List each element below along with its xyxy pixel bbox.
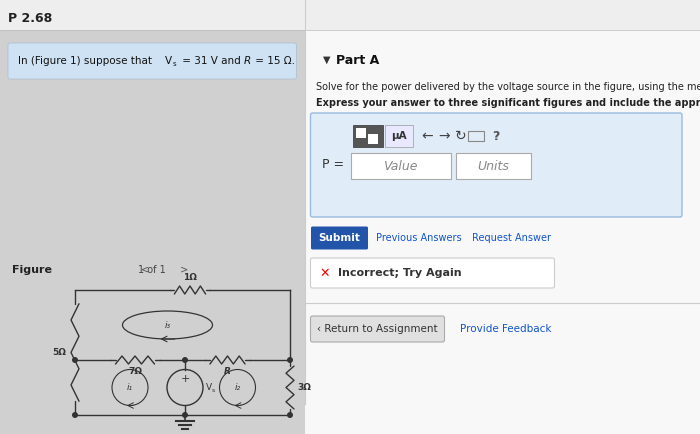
Circle shape bbox=[182, 412, 188, 418]
Text: 1Ω: 1Ω bbox=[183, 273, 197, 283]
Text: 7Ω: 7Ω bbox=[128, 366, 142, 375]
Bar bbox=[0, 30, 304, 434]
Text: i₂: i₂ bbox=[234, 383, 241, 392]
Text: ✕: ✕ bbox=[319, 266, 330, 279]
Text: 5Ω: 5Ω bbox=[52, 348, 66, 357]
FancyBboxPatch shape bbox=[311, 316, 444, 342]
Text: μA: μA bbox=[391, 131, 406, 141]
Text: Request Answer: Request Answer bbox=[472, 233, 550, 243]
FancyBboxPatch shape bbox=[8, 43, 297, 79]
Text: ←: ← bbox=[421, 129, 433, 143]
Text: Submit: Submit bbox=[318, 233, 360, 243]
Text: In (Figure 1) suppose that: In (Figure 1) suppose that bbox=[18, 56, 155, 66]
Circle shape bbox=[287, 357, 293, 363]
Bar bbox=[356, 128, 365, 138]
Text: 1 of 1: 1 of 1 bbox=[139, 265, 166, 275]
Text: Figure: Figure bbox=[12, 265, 52, 275]
Circle shape bbox=[72, 357, 78, 363]
Text: i₃: i₃ bbox=[164, 320, 171, 329]
Text: Solve for the power delivered by the voltage source in the figure, using the mes: Solve for the power delivered by the vol… bbox=[316, 82, 700, 92]
Text: ↻: ↻ bbox=[455, 129, 466, 143]
Text: Incorrect; Try Again: Incorrect; Try Again bbox=[339, 268, 462, 278]
Text: P 2.68: P 2.68 bbox=[8, 11, 52, 24]
Text: →: → bbox=[439, 129, 450, 143]
Text: s: s bbox=[173, 61, 176, 67]
Text: ?: ? bbox=[492, 129, 499, 142]
Bar bbox=[351, 153, 451, 179]
Bar bbox=[384, 125, 412, 147]
Text: Express your answer to three significant figures and include the appropriate uni: Express your answer to three significant… bbox=[316, 98, 700, 108]
Text: R: R bbox=[224, 366, 231, 375]
Text: Provide Feedback: Provide Feedback bbox=[461, 324, 552, 334]
Text: >: > bbox=[177, 265, 188, 275]
Text: V: V bbox=[206, 383, 212, 392]
FancyBboxPatch shape bbox=[311, 258, 554, 288]
Text: = 31 V and: = 31 V and bbox=[179, 56, 244, 66]
FancyBboxPatch shape bbox=[311, 227, 368, 250]
Text: R: R bbox=[244, 56, 251, 66]
Text: 3Ω: 3Ω bbox=[297, 383, 311, 392]
FancyBboxPatch shape bbox=[311, 113, 682, 217]
Text: Units: Units bbox=[477, 160, 509, 172]
Text: Part A: Part A bbox=[337, 53, 379, 66]
Text: +: + bbox=[181, 375, 190, 385]
Circle shape bbox=[72, 412, 78, 418]
Bar bbox=[353, 125, 382, 147]
Text: i₁: i₁ bbox=[127, 383, 133, 392]
Text: s: s bbox=[212, 388, 216, 393]
Text: Previous Answers: Previous Answers bbox=[377, 233, 462, 243]
Circle shape bbox=[287, 412, 293, 418]
Bar bbox=[304, 30, 700, 434]
Bar bbox=[368, 134, 377, 144]
Text: = 15 Ω.: = 15 Ω. bbox=[252, 56, 295, 66]
Text: P =: P = bbox=[323, 158, 344, 171]
Text: ‹ Return to Assignment: ‹ Return to Assignment bbox=[317, 324, 438, 334]
Text: ▼: ▼ bbox=[323, 55, 330, 65]
Bar bbox=[468, 131, 484, 141]
Bar bbox=[456, 153, 531, 179]
Text: V: V bbox=[165, 56, 172, 66]
Text: Value: Value bbox=[384, 160, 418, 172]
Bar bbox=[0, 0, 700, 30]
Circle shape bbox=[182, 357, 188, 363]
Text: <: < bbox=[141, 265, 153, 275]
